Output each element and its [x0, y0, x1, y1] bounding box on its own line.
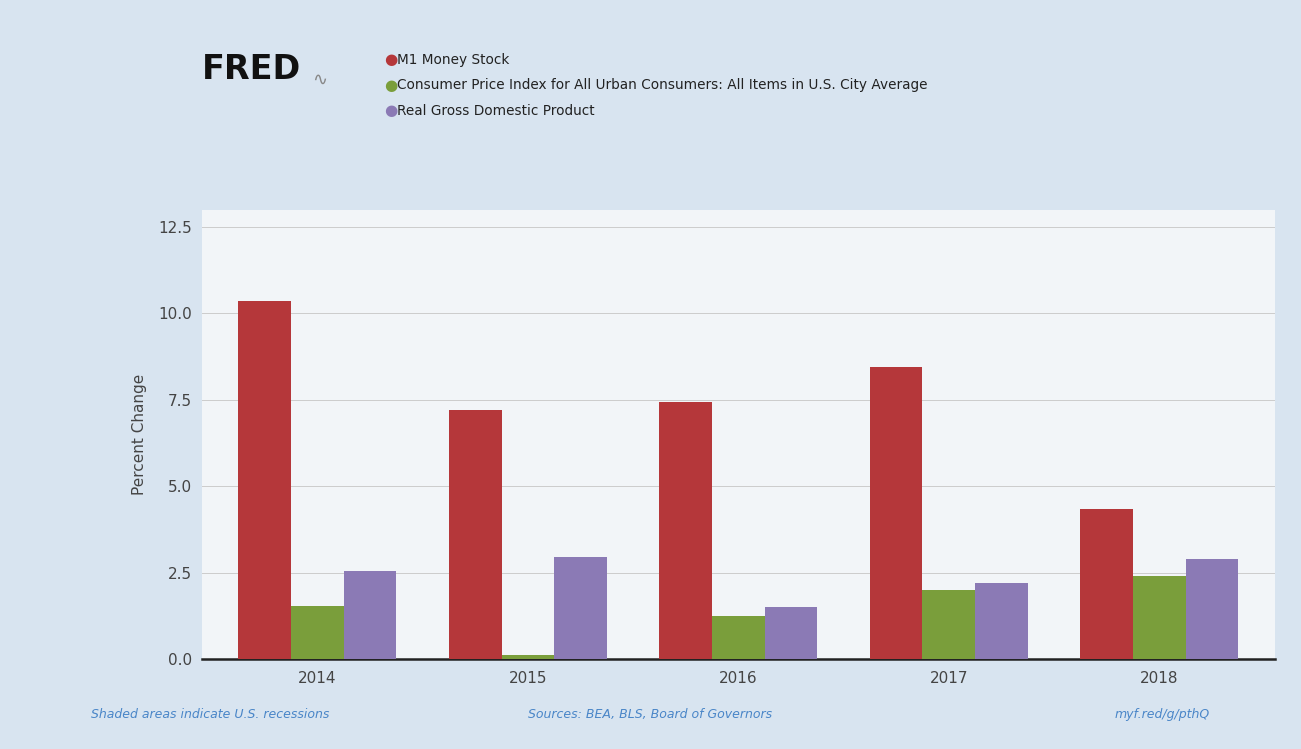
Bar — [660, 401, 712, 659]
Bar — [1185, 559, 1239, 659]
Bar — [1133, 576, 1185, 659]
Y-axis label: Percent Change: Percent Change — [133, 374, 147, 495]
Text: ●: ● — [384, 103, 397, 118]
Text: ●: ● — [384, 52, 397, 67]
Bar — [343, 571, 397, 659]
Text: M1 Money Stock: M1 Money Stock — [397, 53, 509, 67]
Text: FRED: FRED — [202, 53, 301, 86]
Text: myf.red/g/pthQ: myf.red/g/pthQ — [1115, 708, 1210, 721]
Bar — [291, 605, 343, 659]
Bar — [712, 616, 765, 659]
Text: ∿: ∿ — [312, 70, 328, 88]
Bar — [870, 367, 922, 659]
Bar — [765, 607, 817, 659]
Bar — [1080, 509, 1133, 659]
Bar — [238, 301, 291, 659]
Bar — [922, 590, 974, 659]
Bar — [974, 583, 1028, 659]
Text: Consumer Price Index for All Urban Consumers: All Items in U.S. City Average: Consumer Price Index for All Urban Consu… — [397, 79, 928, 92]
Text: ●: ● — [384, 78, 397, 93]
Bar — [502, 655, 554, 659]
Bar — [554, 557, 606, 659]
Text: Sources: BEA, BLS, Board of Governors: Sources: BEA, BLS, Board of Governors — [528, 708, 773, 721]
Text: Shaded areas indicate U.S. recessions: Shaded areas indicate U.S. recessions — [91, 708, 329, 721]
Text: Real Gross Domestic Product: Real Gross Domestic Product — [397, 104, 595, 118]
Bar — [449, 410, 502, 659]
